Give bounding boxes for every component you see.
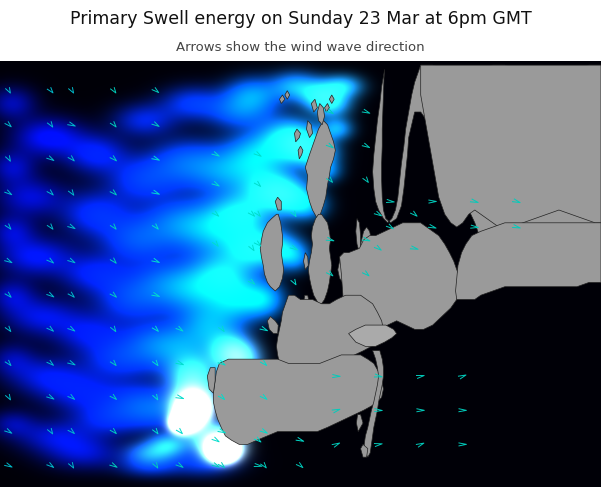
Polygon shape xyxy=(267,317,278,334)
Polygon shape xyxy=(285,91,290,99)
Polygon shape xyxy=(325,104,329,112)
Polygon shape xyxy=(356,414,363,431)
Polygon shape xyxy=(298,146,303,159)
Polygon shape xyxy=(207,368,215,393)
Polygon shape xyxy=(308,214,332,304)
Text: Arrows show the wind wave direction: Arrows show the wind wave direction xyxy=(176,41,425,54)
Polygon shape xyxy=(311,99,317,112)
Polygon shape xyxy=(373,65,601,257)
Polygon shape xyxy=(260,214,284,291)
Polygon shape xyxy=(275,197,281,210)
Polygon shape xyxy=(294,129,300,142)
Polygon shape xyxy=(317,104,325,125)
Polygon shape xyxy=(213,355,383,444)
Polygon shape xyxy=(276,295,383,376)
Polygon shape xyxy=(421,65,601,227)
Polygon shape xyxy=(456,223,601,300)
Polygon shape xyxy=(307,121,313,138)
Polygon shape xyxy=(304,253,308,270)
Polygon shape xyxy=(279,95,285,104)
Polygon shape xyxy=(359,227,373,278)
Polygon shape xyxy=(356,219,361,253)
Polygon shape xyxy=(329,95,334,104)
Polygon shape xyxy=(305,121,335,219)
Polygon shape xyxy=(338,257,350,282)
Polygon shape xyxy=(340,223,460,338)
Text: Primary Swell energy on Sunday 23 Mar at 6pm GMT: Primary Swell energy on Sunday 23 Mar at… xyxy=(70,11,531,28)
Polygon shape xyxy=(349,325,397,346)
Polygon shape xyxy=(361,444,368,457)
Polygon shape xyxy=(304,295,310,308)
Polygon shape xyxy=(364,351,383,457)
